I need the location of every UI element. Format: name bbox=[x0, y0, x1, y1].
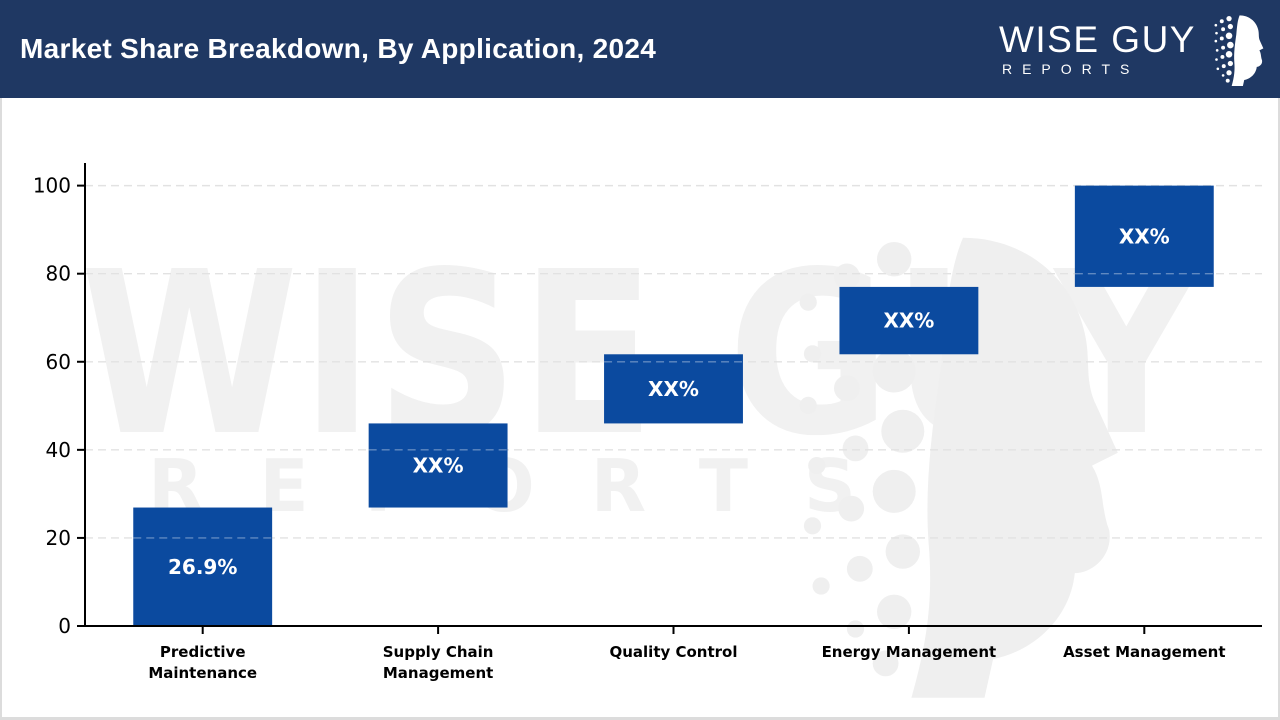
waterfall-chart: 26.9% XX% XX% XX% XX% 0 20 40 60 80 100 Predictive M… bbox=[33, 163, 1262, 682]
bar-value-label: 26.9% bbox=[168, 555, 237, 579]
y-tick-label: 20 bbox=[46, 526, 71, 550]
bar-value-label: XX% bbox=[1119, 224, 1170, 248]
bar bbox=[368, 423, 508, 508]
bar-value-label: XX% bbox=[413, 453, 464, 477]
x-tick-label: Energy Management bbox=[822, 643, 997, 661]
y-tick-label: 0 bbox=[58, 614, 71, 638]
logo-text: WISE GUY REPORTS bbox=[998, 18, 1196, 78]
x-tick-label: Supply Chain Management bbox=[383, 643, 494, 682]
wiseguy-logo: WISE GUY REPORTS bbox=[999, 8, 1266, 90]
y-tick-label: 80 bbox=[46, 262, 71, 286]
x-tick-label: Predictive Maintenance bbox=[148, 643, 257, 682]
chart-panel: WISE GUY REPORTS 26.9% XX% XX% XX% XX% 0 20 40 6… bbox=[0, 98, 1280, 720]
y-tick-label: 60 bbox=[46, 350, 71, 374]
y-tick-label: 40 bbox=[46, 438, 71, 462]
x-tick-label: Quality Control bbox=[609, 643, 737, 661]
logo-wordmark: WISE GUY bbox=[998, 18, 1196, 60]
logo-subtext: REPORTS bbox=[1001, 61, 1140, 78]
page-title: Market Share Breakdown, By Application, … bbox=[20, 33, 657, 64]
bar bbox=[839, 286, 979, 355]
bar bbox=[604, 354, 743, 424]
logo-head-icon bbox=[1214, 15, 1264, 86]
x-tick-label: Asset Management bbox=[1063, 643, 1225, 661]
y-tick-label: 100 bbox=[33, 174, 71, 198]
bar bbox=[1074, 185, 1214, 287]
bar bbox=[133, 507, 273, 626]
bar-value-label: XX% bbox=[648, 377, 699, 401]
header: Market Share Breakdown, By Application, … bbox=[0, 0, 1280, 98]
bar-value-label: XX% bbox=[883, 309, 934, 333]
